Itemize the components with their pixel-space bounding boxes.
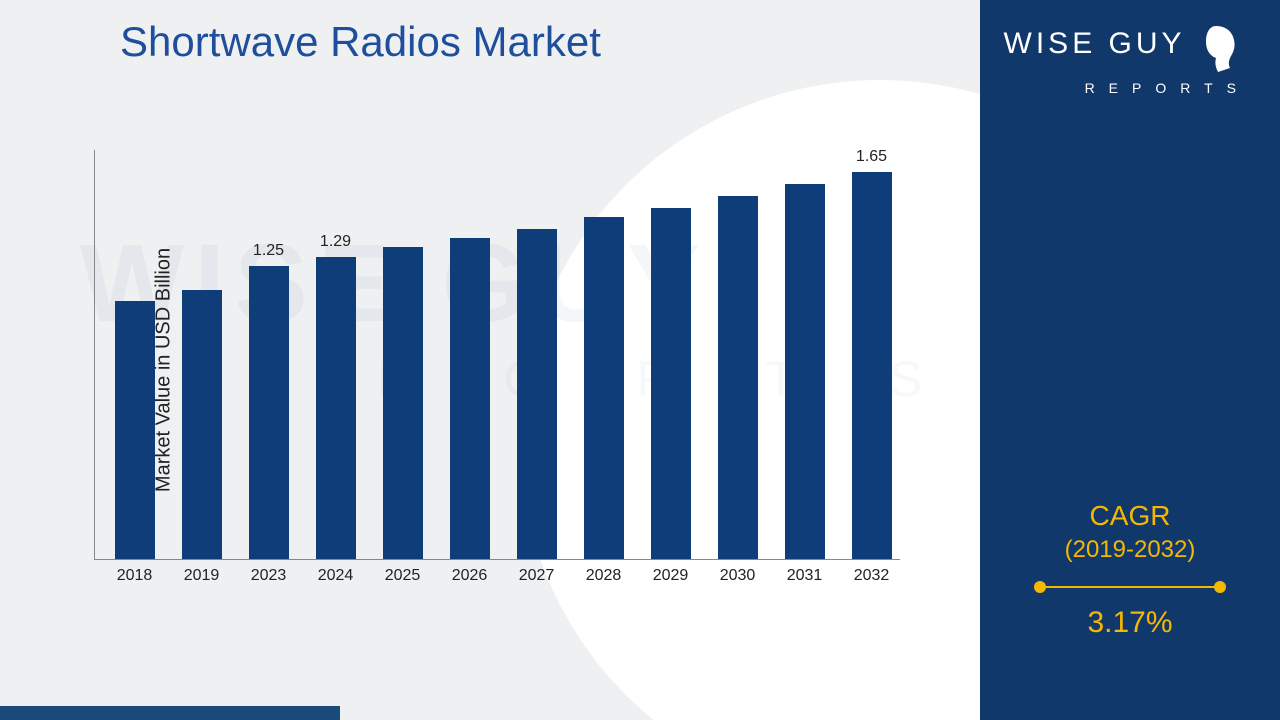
logo-line2: REPORTS [1004, 80, 1250, 96]
x-tick-label: 2025 [385, 567, 421, 585]
bar-slot: 1.652032 [838, 149, 905, 559]
bar [718, 196, 758, 559]
x-tick-label: 2018 [117, 567, 153, 585]
x-tick-label: 2031 [787, 567, 823, 585]
x-tick-label: 2024 [318, 567, 354, 585]
bar [852, 172, 892, 559]
bar-chart: Market Value in USD Billion 201820191.25… [60, 150, 900, 590]
x-tick-label: 2029 [653, 567, 689, 585]
bar [249, 266, 289, 559]
bar [383, 247, 423, 559]
bar-slot: 2030 [704, 149, 771, 559]
head-icon [1196, 22, 1250, 76]
cagr-label: CAGR [1020, 500, 1240, 532]
bar-slot: 2018 [101, 149, 168, 559]
bar-value-label: 1.65 [856, 148, 887, 166]
x-tick-label: 2030 [720, 567, 756, 585]
x-tick-label: 2027 [519, 567, 555, 585]
logo-line1: WISE GUY [1004, 27, 1186, 60]
bar-slot: 2019 [168, 149, 235, 559]
bar [651, 208, 691, 559]
bar-slot: 2026 [436, 149, 503, 559]
cagr-box: CAGR (2019-2032) 3.17% [1020, 500, 1240, 640]
bar-slot: 1.292024 [302, 149, 369, 559]
bar-value-label: 1.25 [253, 242, 284, 260]
brand-logo: WISE GUY REPORTS [1004, 22, 1250, 96]
bar-slot: 2027 [503, 149, 570, 559]
x-tick-label: 2023 [251, 567, 287, 585]
x-tick-label: 2028 [586, 567, 622, 585]
bar-slot: 2028 [570, 149, 637, 559]
bar [115, 301, 155, 559]
bar-value-label: 1.29 [320, 233, 351, 251]
cagr-range: (2019-2032) [1020, 536, 1240, 564]
x-tick-label: 2026 [452, 567, 488, 585]
bar [785, 184, 825, 559]
bottom-strip [0, 706, 340, 720]
x-tick-label: 2032 [854, 567, 890, 585]
stage: WISE GUY R E P O R T S Shortwave Radios … [0, 0, 1280, 720]
bar [584, 217, 624, 559]
x-tick-label: 2019 [184, 567, 220, 585]
plot-area: 201820191.2520231.2920242025202620272028… [94, 150, 900, 560]
bar-slot: 1.252023 [235, 149, 302, 559]
bar [450, 238, 490, 559]
bar [182, 290, 222, 559]
cagr-value: 3.17% [1020, 606, 1240, 640]
bars-container: 201820191.2520231.2920242025202620272028… [95, 150, 900, 559]
cagr-divider [1040, 586, 1220, 588]
bar-slot: 2025 [369, 149, 436, 559]
bar [316, 257, 356, 559]
chart-title: Shortwave Radios Market [120, 18, 601, 66]
bar-slot: 2029 [637, 149, 704, 559]
bar [517, 229, 557, 559]
bar-slot: 2031 [771, 149, 838, 559]
